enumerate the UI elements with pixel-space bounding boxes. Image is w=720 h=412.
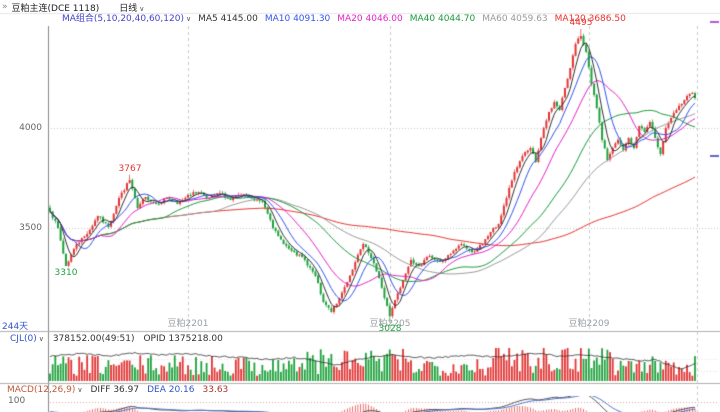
ma-value-ma40: MA40 4044.70 xyxy=(409,14,476,24)
volume-value: 378152.00(49:51) xyxy=(52,334,135,344)
symbol-title: 豆粕主连(DCE 1118) xyxy=(11,3,100,14)
ma-value-ma5: MA5 4145.00 xyxy=(198,14,258,24)
ma-value-ma10: MA10 4091.30 xyxy=(264,14,331,24)
volume-indicator-header: CJL(0) ∨ 378152.00(49:51) OPID 1375218.00 xyxy=(10,334,223,345)
chevron-down-icon: ∨ xyxy=(38,335,44,343)
volume-indicator-selector[interactable]: CJL(0) ∨ xyxy=(10,334,44,345)
period-selector[interactable]: 日线 ∨ xyxy=(119,1,144,14)
opid-label: OPID xyxy=(143,334,166,344)
contract-roll-label: 豆粕2201 xyxy=(167,319,209,329)
contract-roll-label: 豆粕2209 xyxy=(568,319,610,329)
back-icon[interactable]: » xyxy=(2,2,8,12)
ma-settings-selector[interactable]: MA组合(5,10,20,40,60,120) ∨ xyxy=(62,14,191,25)
high-price-label: 3767 xyxy=(118,164,142,174)
price-axis-tick: 3500 xyxy=(19,223,42,233)
dea-label: DEA xyxy=(147,385,166,395)
low-price-label: 3310 xyxy=(54,268,78,278)
low-price-label: 3028 xyxy=(378,324,402,334)
macd-axis-tick: 100 xyxy=(8,396,26,406)
day-count-label: 244天 xyxy=(2,322,29,332)
opid-group: OPID 1375218.00 xyxy=(143,334,222,345)
period-label: 日线 xyxy=(119,3,138,14)
high-price-label: 4495 xyxy=(569,18,593,28)
macd-bar-value: 33.63 xyxy=(202,385,229,395)
ma-value-ma60: MA60 4059.63 xyxy=(482,14,548,24)
price-axis-tick: 4000 xyxy=(19,123,42,133)
macd-indicator-selector[interactable]: MACD(12,26,9) ∨ xyxy=(7,385,82,396)
chevron-down-icon: ∨ xyxy=(185,15,192,23)
contract-roll-label: 豆粕2205 xyxy=(369,319,411,329)
opid-value: 1375218.00 xyxy=(168,334,223,344)
ma-indicator-header: MA组合(5,10,20,40,60,120) ∨ MA5 4145.00 MA10… xyxy=(62,14,626,25)
diff-label: DIFF xyxy=(90,385,111,395)
macd-indicator-label: MACD(12,26,9) xyxy=(7,385,76,395)
diff-group: DIFF 36.97 xyxy=(90,385,139,396)
dea-group: DEA 20.16 xyxy=(147,385,194,396)
dea-value: 20.16 xyxy=(168,385,195,395)
ma-values: MA5 4145.00 MA10 4091.30 MA20 4046.00 MA40 … xyxy=(198,14,626,25)
ma-value-ma20: MA20 4046.00 xyxy=(337,14,403,24)
chevron-down-icon: ∨ xyxy=(77,386,83,394)
diff-value: 36.97 xyxy=(113,385,140,395)
chevron-down-icon: ∨ xyxy=(139,4,145,13)
title-bar: » 豆粕主连(DCE 1118) 日线 ∨ xyxy=(2,1,144,14)
ma-settings-label: MA组合(5,10,20,40,60,120) xyxy=(62,14,184,24)
macd-indicator-header: MACD(12,26,9) ∨ DIFF 36.97 DEA 20.16 33.6… xyxy=(7,385,228,396)
volume-indicator-label: CJL(0) xyxy=(10,334,37,344)
ma-value-ma120: MA120 3686.50 xyxy=(554,14,626,24)
